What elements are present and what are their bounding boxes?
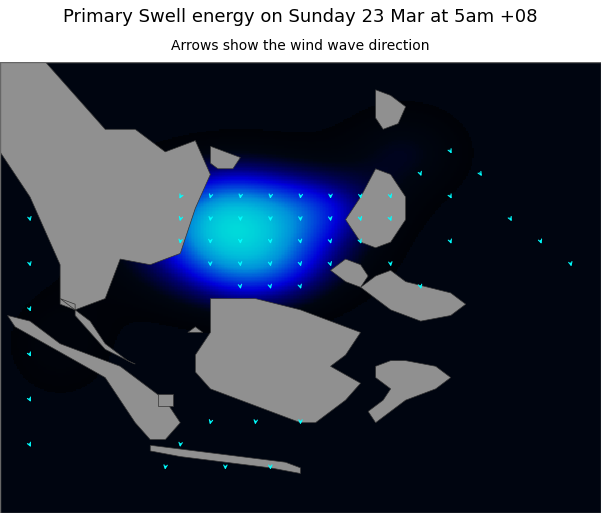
Polygon shape [331, 259, 368, 287]
Polygon shape [188, 327, 203, 332]
Polygon shape [361, 270, 466, 321]
Polygon shape [60, 299, 135, 364]
Polygon shape [0, 62, 210, 310]
Polygon shape [346, 169, 406, 248]
Polygon shape [8, 315, 180, 440]
Text: Primary Swell energy on Sunday 23 Mar at 5am +08: Primary Swell energy on Sunday 23 Mar at… [63, 8, 538, 26]
Polygon shape [210, 146, 240, 169]
Polygon shape [376, 90, 406, 129]
Polygon shape [368, 361, 451, 423]
Polygon shape [158, 394, 173, 406]
Text: Arrows show the wind wave direction: Arrows show the wind wave direction [171, 39, 430, 53]
Polygon shape [150, 445, 300, 473]
Polygon shape [195, 299, 361, 423]
